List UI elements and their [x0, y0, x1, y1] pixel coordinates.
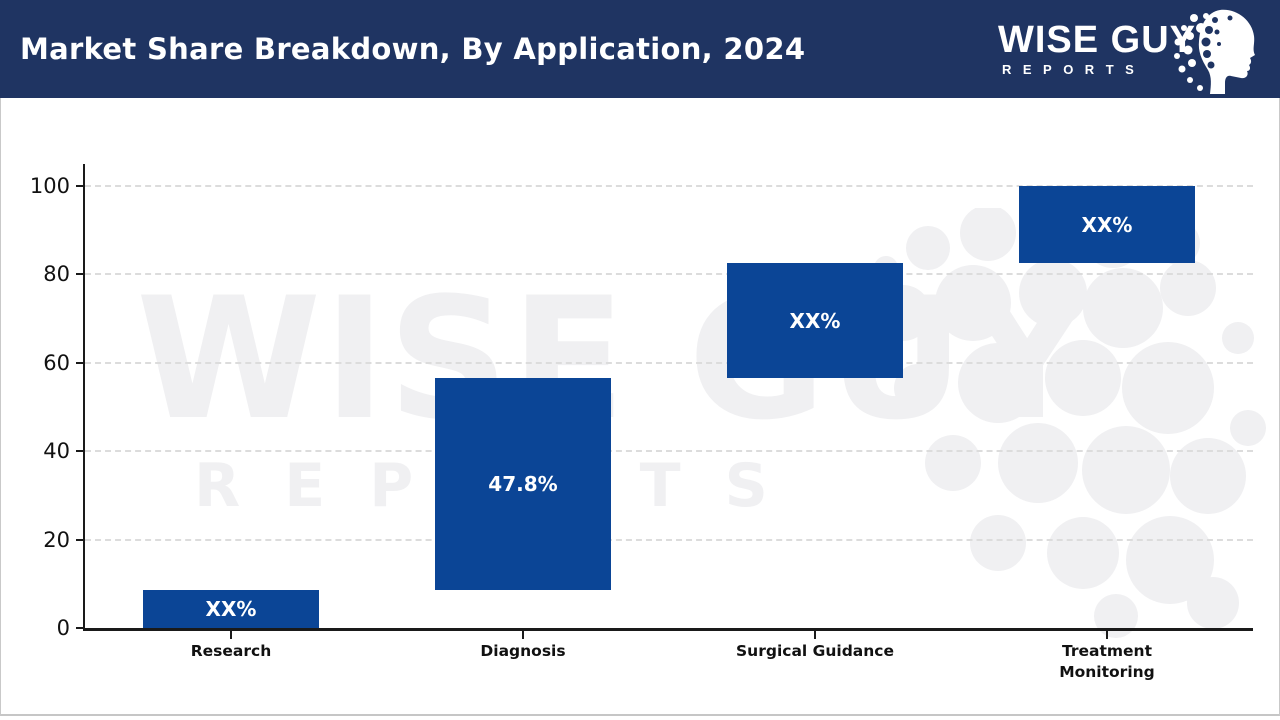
gridline-80 — [85, 273, 1253, 276]
bar-value-label-treatment-monitoring: XX% — [1081, 212, 1133, 237]
y-tick-label-40: 40 — [43, 439, 70, 464]
bar-value-label-diagnosis: 47.8% — [488, 471, 558, 496]
x-tick-research — [230, 631, 232, 639]
y-tick-label-100: 100 — [29, 174, 70, 199]
x-category-label-treatment-monitoring: Treatment Monitoring — [1059, 642, 1155, 681]
x-category-label-research: Research — [190, 642, 272, 660]
logo-subtitle: REPORTS — [1001, 62, 1146, 77]
bar-value-label-surgical-guidance: XX% — [789, 308, 841, 333]
x-tick-surgical-guidance — [814, 631, 816, 639]
y-tick-80 — [76, 273, 85, 276]
wise-guy-logo: WISE GUY REPORTS — [998, 4, 1262, 94]
bar-surgical-guidance: XX% — [727, 263, 903, 379]
y-tick-label-20: 20 — [43, 527, 70, 552]
header-bar: Market Share Breakdown, By Application, … — [0, 0, 1280, 98]
x-category-label-diagnosis: Diagnosis — [480, 642, 566, 660]
gridline-40 — [85, 450, 1253, 453]
x-axis-line — [83, 628, 1253, 631]
logo-wordmark: WISE GUY — [997, 19, 1196, 61]
y-tick-40 — [76, 450, 85, 453]
bar-value-label-research: XX% — [205, 596, 257, 621]
gridline-20 — [85, 538, 1253, 541]
x-tick-diagnosis — [522, 631, 524, 639]
x-category-label-surgical-guidance: Surgical Guidance — [736, 642, 894, 660]
y-tick-100 — [76, 185, 85, 188]
gridline-100 — [85, 185, 1253, 188]
bar-research: XX% — [143, 589, 319, 628]
y-tick-label-60: 60 — [43, 350, 70, 375]
y-tick-60 — [76, 361, 85, 364]
y-tick-0 — [76, 627, 85, 629]
y-tick-label-80: 80 — [43, 262, 70, 287]
page-title: Market Share Breakdown, By Application, … — [20, 32, 806, 66]
wise-guy-head-icon — [1174, 9, 1255, 94]
y-axis-line — [83, 164, 85, 631]
bar-treatment-monitoring: XX% — [1019, 186, 1195, 264]
x-tick-treatment-monitoring — [1106, 631, 1108, 639]
bar-diagnosis: 47.8% — [435, 378, 611, 590]
y-tick-label-0: 0 — [56, 616, 70, 640]
y-tick-20 — [76, 538, 85, 541]
gridline-60 — [85, 361, 1253, 364]
